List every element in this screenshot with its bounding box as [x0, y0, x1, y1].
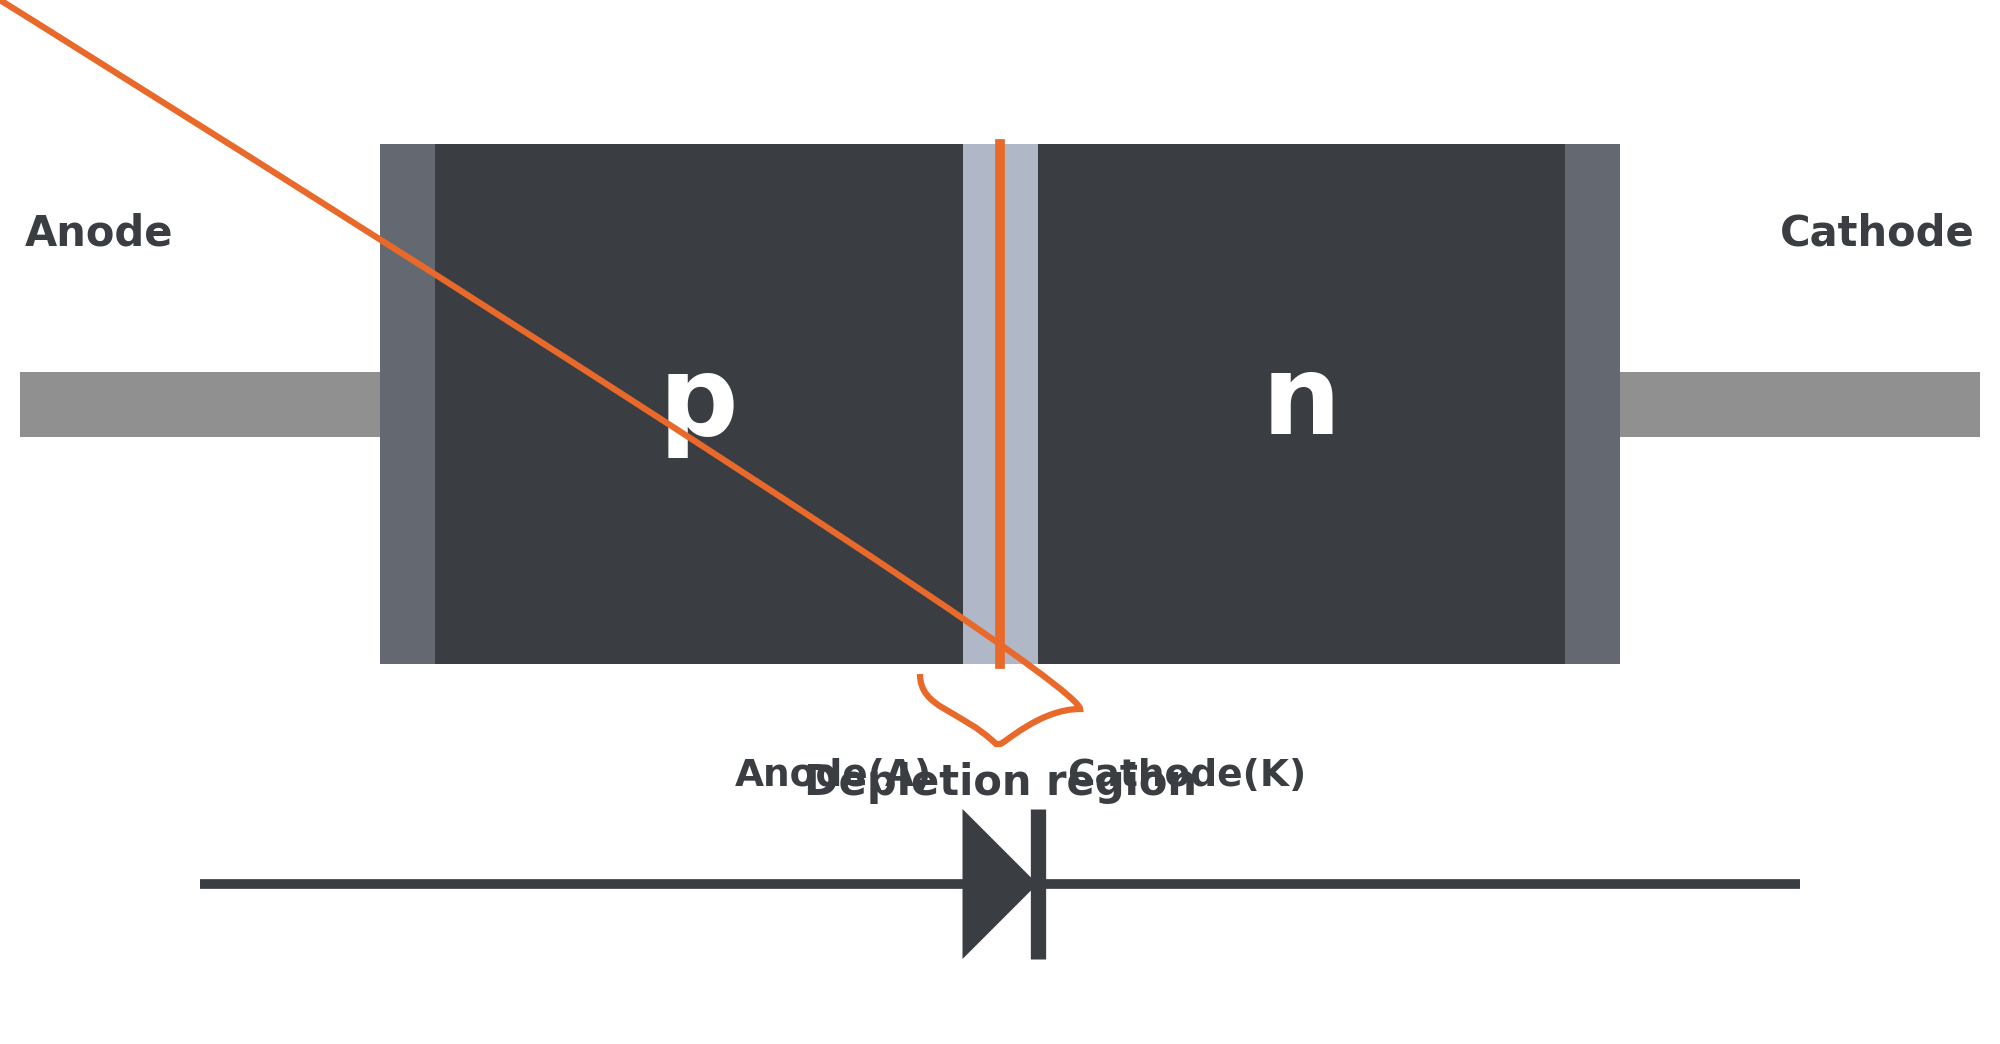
FancyBboxPatch shape	[962, 144, 1038, 664]
Polygon shape	[962, 809, 1038, 959]
FancyBboxPatch shape	[20, 372, 380, 436]
Text: Cathode: Cathode	[1780, 213, 1976, 255]
FancyBboxPatch shape	[380, 144, 434, 664]
FancyBboxPatch shape	[434, 144, 962, 664]
Text: Cathode(K): Cathode(K)	[1068, 758, 1306, 794]
FancyBboxPatch shape	[1564, 144, 1620, 664]
Text: Anode(A): Anode(A)	[736, 758, 932, 794]
Text: n: n	[1262, 351, 1340, 457]
Text: Anode: Anode	[24, 213, 174, 255]
FancyBboxPatch shape	[1620, 372, 1980, 436]
Text: p: p	[658, 351, 738, 457]
Text: Depletion region: Depletion region	[804, 762, 1196, 804]
FancyBboxPatch shape	[1038, 144, 1564, 664]
